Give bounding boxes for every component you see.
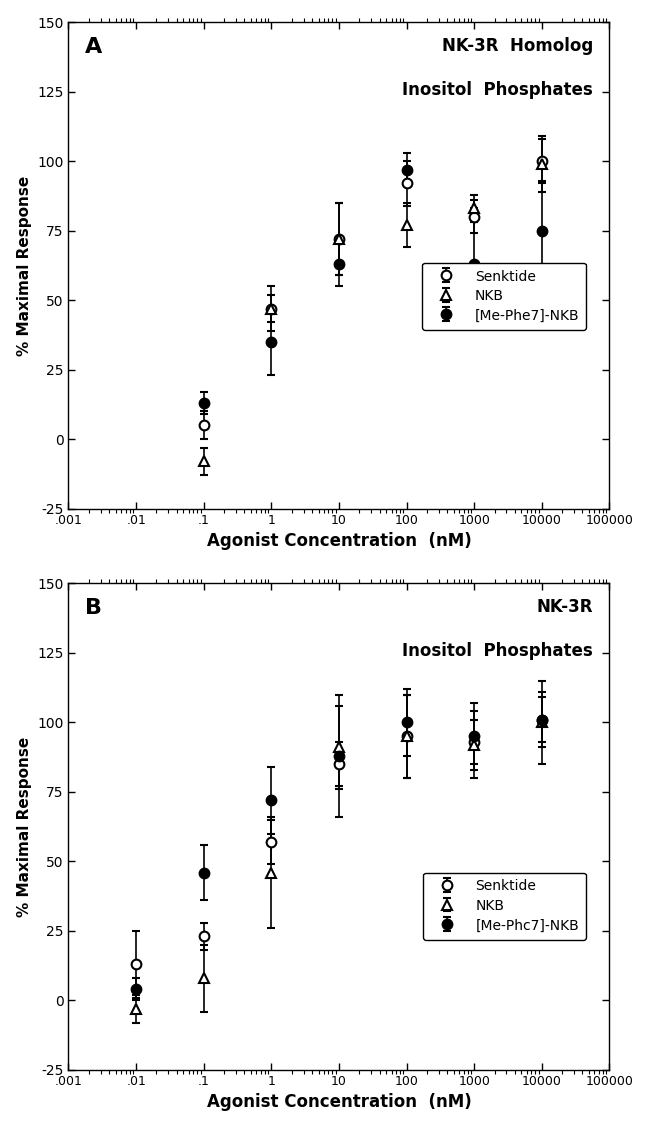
Legend: Senktide, NKB, [Me-Phe7]-NKB: Senktide, NKB, [Me-Phe7]-NKB — [422, 263, 586, 329]
X-axis label: Agonist Concentration  (nM): Agonist Concentration (nM) — [207, 532, 471, 550]
Y-axis label: % Maximal Response: % Maximal Response — [17, 175, 32, 355]
Text: NK-3R: NK-3R — [537, 598, 593, 616]
Text: A: A — [84, 37, 102, 56]
Text: Inositol  Phosphates: Inositol Phosphates — [402, 80, 593, 98]
X-axis label: Agonist Concentration  (nM): Agonist Concentration (nM) — [207, 1093, 471, 1111]
Y-axis label: % Maximal Response: % Maximal Response — [17, 737, 32, 917]
Legend: Senktide, NKB, [Me-Phc7]-NKB: Senktide, NKB, [Me-Phc7]-NKB — [422, 873, 586, 940]
Text: NK-3R  Homolog: NK-3R Homolog — [442, 37, 593, 55]
Text: Inositol  Phosphates: Inositol Phosphates — [402, 642, 593, 660]
Text: B: B — [84, 598, 101, 618]
